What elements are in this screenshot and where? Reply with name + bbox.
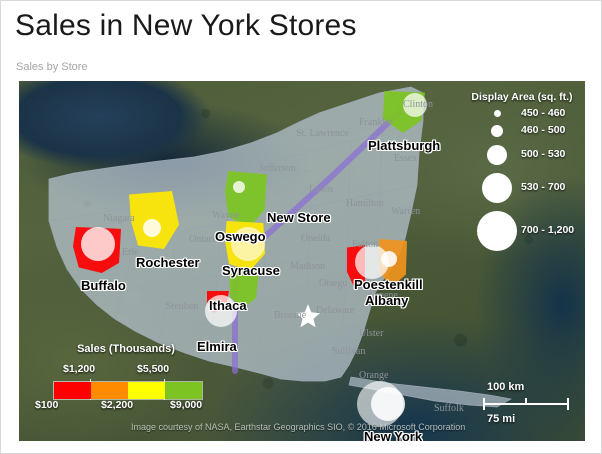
city-label-oswego[interactable]: Oswego bbox=[215, 229, 266, 244]
display-area-legend-title: Display Area (sq. ft.) bbox=[471, 91, 573, 103]
county-label: Wayne bbox=[212, 210, 240, 221]
display-area-legend-bubble bbox=[477, 211, 517, 251]
display-area-legend-label: 500 - 530 bbox=[521, 148, 566, 160]
page-title: Sales in New York Stores bbox=[15, 9, 357, 42]
sales-legend-title: Sales (Thousands) bbox=[77, 343, 175, 355]
county-label: Jefferson bbox=[259, 163, 296, 174]
county-label: Fulton bbox=[352, 239, 379, 250]
county-label: Niagara bbox=[103, 213, 135, 224]
county-label: Warren bbox=[391, 206, 421, 217]
city-label-elmira[interactable]: Elmira bbox=[197, 339, 237, 354]
map-visual[interactable]: Niagara Erie Wayne Ontario Steuben St. Lawren… bbox=[19, 81, 585, 441]
bubble-oswego[interactable] bbox=[233, 181, 245, 193]
sales-color-swatch bbox=[54, 382, 91, 399]
county-label: Otsego bbox=[319, 278, 348, 289]
display-area-legend-label: 460 - 500 bbox=[521, 124, 566, 136]
county-label: Lewis bbox=[309, 184, 334, 195]
city-label-syracuse[interactable]: Syracuse bbox=[222, 263, 280, 278]
display-area-legend-bubble bbox=[493, 110, 501, 117]
display-area-legend-bubble bbox=[487, 145, 507, 165]
county-label: Ontario bbox=[189, 234, 220, 245]
new-store-star-icon[interactable] bbox=[295, 303, 321, 329]
county-label: Ulster bbox=[359, 328, 384, 339]
display-area-legend: Display Area (sq. ft.) 450 - 460 460 - 50… bbox=[463, 85, 581, 251]
display-area-legend-label: 450 - 460 bbox=[521, 106, 566, 119]
county-label: St. Lawrence bbox=[296, 128, 349, 139]
sales-color-swatch bbox=[128, 382, 165, 399]
scale-cap-right bbox=[567, 398, 569, 410]
sales-color-swatch bbox=[91, 382, 128, 399]
map-attribution: Image courtesy of NASA, Earthstar Geogra… bbox=[131, 422, 466, 432]
bubble-syracuse[interactable] bbox=[231, 227, 265, 261]
sales-legend-bottom-label-0: $100 bbox=[35, 399, 59, 411]
county-label: Greene bbox=[369, 290, 398, 301]
county-label: Clinton bbox=[403, 99, 434, 110]
scale-metric-label: 100 km bbox=[487, 381, 525, 393]
city-label-ithaca[interactable]: Ithaca bbox=[209, 298, 247, 313]
sales-color-scale bbox=[53, 381, 203, 400]
county-label: Sullivan bbox=[332, 346, 366, 357]
city-label-albany[interactable]: Albany bbox=[365, 293, 409, 308]
county-label: Broome bbox=[274, 310, 307, 321]
map-scale-bar: 100 km 75 mi bbox=[481, 381, 573, 433]
display-area-legend-label: 530 - 700 bbox=[521, 181, 566, 193]
bubble-plattsburgh[interactable] bbox=[403, 93, 427, 117]
county-label: Madison bbox=[290, 261, 325, 272]
sales-legend: Sales (Thousands) $1,200 $5,500 $100 $2,… bbox=[35, 339, 217, 423]
county-label: Oneida bbox=[301, 233, 330, 244]
sales-color-swatch bbox=[165, 382, 202, 399]
city-label-new-york[interactable]: New York bbox=[364, 429, 423, 441]
display-area-legend-bubble bbox=[482, 173, 512, 203]
bubble-buffalo[interactable] bbox=[81, 227, 115, 261]
sales-legend-bottom-label-1: $2,200 bbox=[101, 399, 134, 411]
county-label: Hamilton bbox=[346, 198, 384, 209]
city-label-new-store[interactable]: New Store bbox=[267, 210, 331, 225]
city-label-poestenkill[interactable]: Poestenkill bbox=[354, 277, 423, 292]
city-label-plattsburgh[interactable]: Plattsburgh bbox=[368, 138, 441, 153]
county-label: Orange bbox=[359, 370, 389, 381]
display-area-legend-bubble bbox=[491, 125, 503, 137]
bubble-ithaca[interactable] bbox=[205, 295, 237, 327]
bubble-rochester[interactable] bbox=[143, 219, 161, 237]
sales-legend-bottom-label-2: $9,000 bbox=[170, 399, 203, 411]
county-label: Delaware bbox=[316, 305, 355, 316]
bubble-albany[interactable] bbox=[381, 251, 397, 267]
scale-cap-middle bbox=[525, 398, 527, 405]
sales-legend-top-label-0: $1,200 bbox=[63, 363, 96, 375]
county-label: Essex bbox=[394, 153, 418, 164]
scale-imperial-label: 75 mi bbox=[487, 413, 516, 425]
bubble-new-york-b[interactable] bbox=[371, 387, 405, 421]
county-label: Steuben bbox=[166, 301, 199, 312]
county-label: Erie bbox=[122, 247, 139, 258]
county-label: Suffolk bbox=[434, 403, 464, 414]
visual-subtitle: Sales by Store bbox=[16, 61, 88, 73]
sales-legend-top-label-1: $5,500 bbox=[137, 363, 170, 375]
county-label: Franklin bbox=[359, 117, 393, 128]
city-label-buffalo[interactable]: Buffalo bbox=[81, 278, 126, 293]
scale-cap-left bbox=[483, 398, 485, 410]
display-area-legend-label: 700 - 1,200 bbox=[521, 224, 575, 236]
city-label-rochester[interactable]: Rochester bbox=[136, 255, 200, 270]
